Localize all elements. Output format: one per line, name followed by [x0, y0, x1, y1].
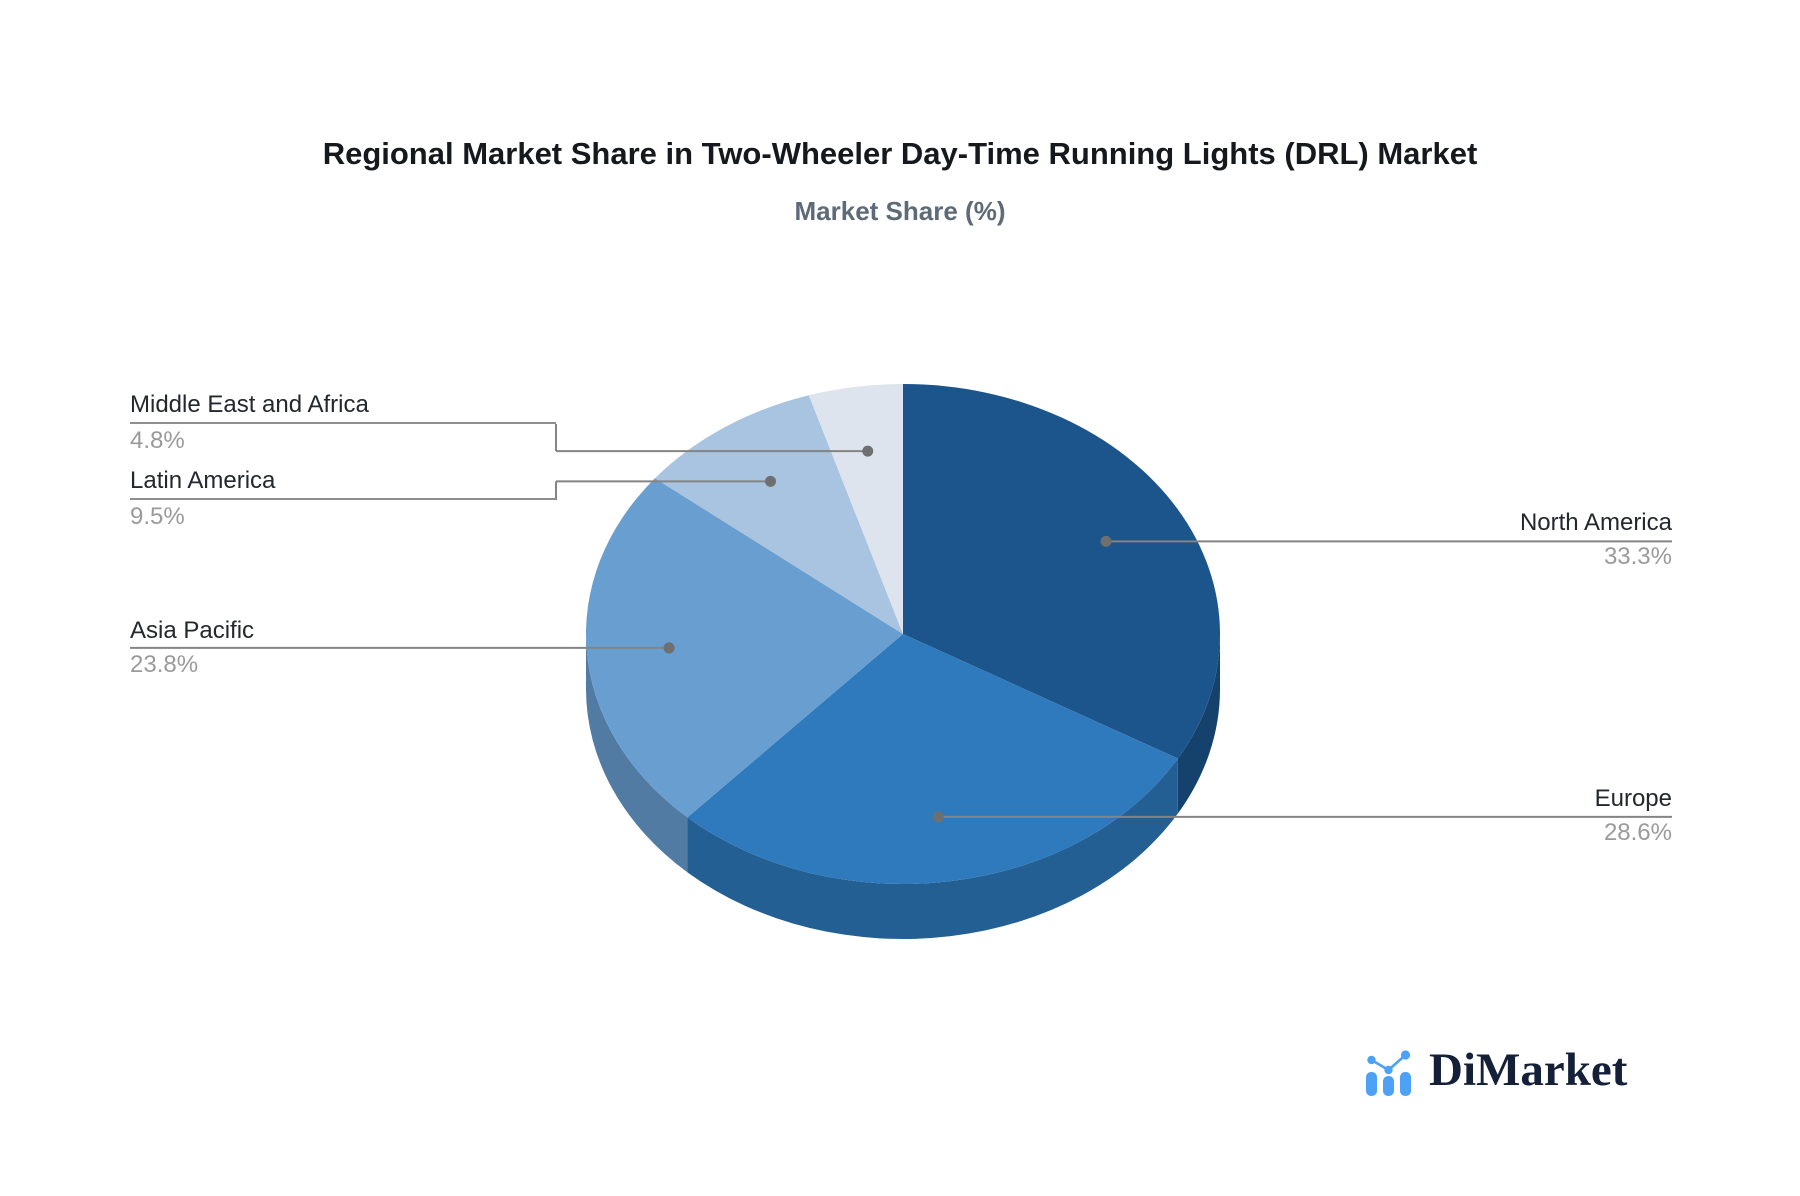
pie-slice-value: 28.6% [1603, 819, 1672, 846]
pie-slice-label: Asia Pacific [130, 617, 255, 644]
pie-slice-value: 33.3% [1603, 543, 1672, 570]
pie-slice-side-asia-pacific [586, 634, 688, 873]
pie-callout-europe: Europe 28.6% [1332, 782, 1672, 850]
callout-anchor-dot-asia-pacific [663, 642, 675, 654]
pie-slice-label: Europe [1594, 785, 1672, 812]
logo-text: DiMarket [1429, 1044, 1628, 1096]
pie-slice-latin-america[interactable] [654, 395, 903, 634]
dimarket-logo: DiMarket [1362, 1038, 1627, 1096]
chart-title: Regional Market Share in Two-Wheeler Day… [322, 136, 1478, 171]
pie-slice-value: 23.8% [130, 651, 199, 678]
pie-slice-europe[interactable] [687, 634, 1178, 885]
pie-slice-asia-pacific[interactable] [586, 478, 903, 818]
pie-slice-label: Middle East and Africa [130, 388, 556, 424]
pie-slice-north-america[interactable] [903, 384, 1220, 759]
callout-anchor-dot-latin-america [765, 475, 777, 487]
pie-slice-label: Latin America [130, 464, 556, 500]
pie-slice-value: 4.8% [130, 427, 185, 454]
pie-slice-side-north-america [1177, 634, 1220, 814]
bar-chart-icon [1366, 1050, 1411, 1096]
pie-callout-middle-east-and-africa: Middle East and Africa 4.8% [130, 388, 556, 458]
callout-anchor-dot-europe [932, 811, 944, 823]
pie-slice-middle-east-and-africa[interactable] [808, 384, 903, 634]
chart-subtitle: Market Share (%) [794, 196, 1006, 226]
pie-callout-north-america: North America 33.3% [1332, 506, 1672, 574]
pie-callout-latin-america: Latin America 9.5% [130, 464, 556, 534]
pie-slice-label: North America [1519, 509, 1672, 536]
callout-anchor-dot-middle-east-and-africa [862, 445, 874, 457]
callout-anchor-dot-north-america [1100, 535, 1112, 547]
pie-callout-asia-pacific: Asia Pacific 23.8% [130, 614, 254, 682]
pie-slice-side-europe [687, 758, 1178, 940]
pie-slice-value: 9.5% [130, 503, 185, 530]
